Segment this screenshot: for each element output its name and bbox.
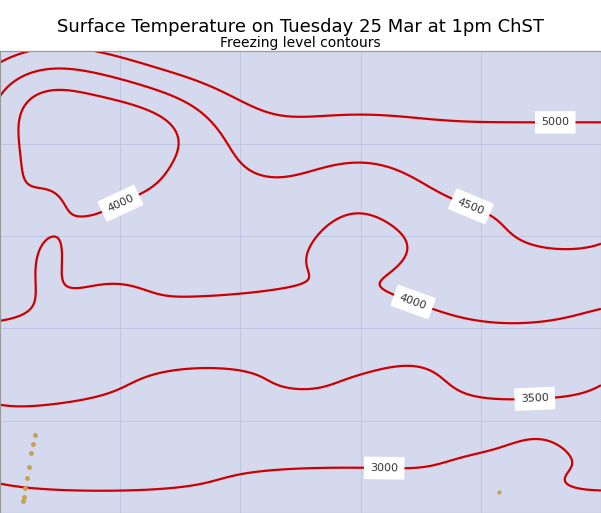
- Text: 3000: 3000: [370, 463, 398, 473]
- Text: 3500: 3500: [520, 393, 549, 404]
- Text: 5000: 5000: [542, 117, 569, 127]
- Text: 4000: 4000: [106, 193, 135, 214]
- Text: Surface Temperature on Tuesday 25 Mar at 1pm ChST: Surface Temperature on Tuesday 25 Mar at…: [57, 18, 544, 36]
- Text: 4000: 4000: [398, 292, 428, 311]
- Text: 4500: 4500: [456, 196, 486, 216]
- Text: Freezing level contours: Freezing level contours: [220, 36, 381, 50]
